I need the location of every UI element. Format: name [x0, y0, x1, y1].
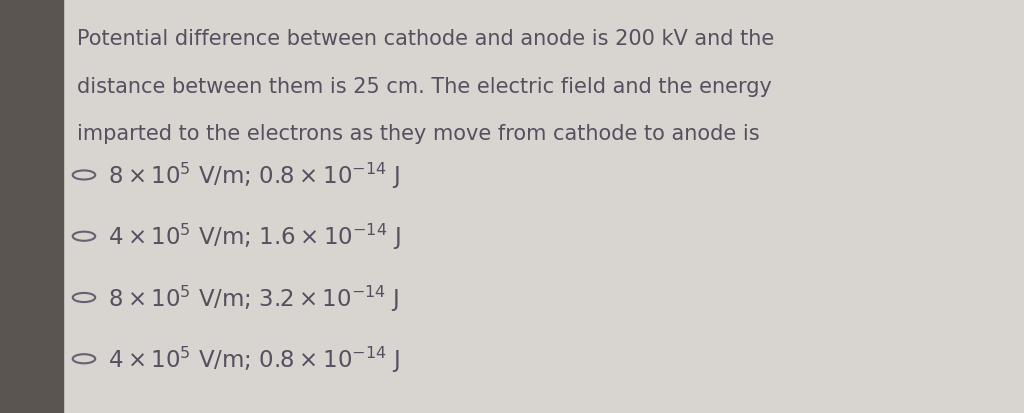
Text: $4 \times 10^5$ V/m; $0.8 \times 10^{-14}$ J: $4 \times 10^5$ V/m; $0.8 \times 10^{-14… — [108, 344, 399, 374]
Text: $8 \times 10^5$ V/m; $0.8 \times 10^{-14}$ J: $8 \times 10^5$ V/m; $0.8 \times 10^{-14… — [108, 161, 399, 190]
Bar — [0, 0, 63, 413]
Text: $8 \times 10^5$ V/m; $3.2 \times 10^{-14}$ J: $8 \times 10^5$ V/m; $3.2 \times 10^{-14… — [108, 283, 399, 313]
Text: distance between them is 25 cm. The electric field and the energy: distance between them is 25 cm. The elec… — [77, 76, 772, 96]
Text: $4 \times 10^5$ V/m; $1.6 \times 10^{-14}$ J: $4 \times 10^5$ V/m; $1.6 \times 10^{-14… — [108, 222, 400, 252]
Text: imparted to the electrons as they move from cathode to anode is: imparted to the electrons as they move f… — [77, 124, 760, 144]
Text: Potential difference between cathode and anode is 200 kV and the: Potential difference between cathode and… — [77, 29, 774, 49]
